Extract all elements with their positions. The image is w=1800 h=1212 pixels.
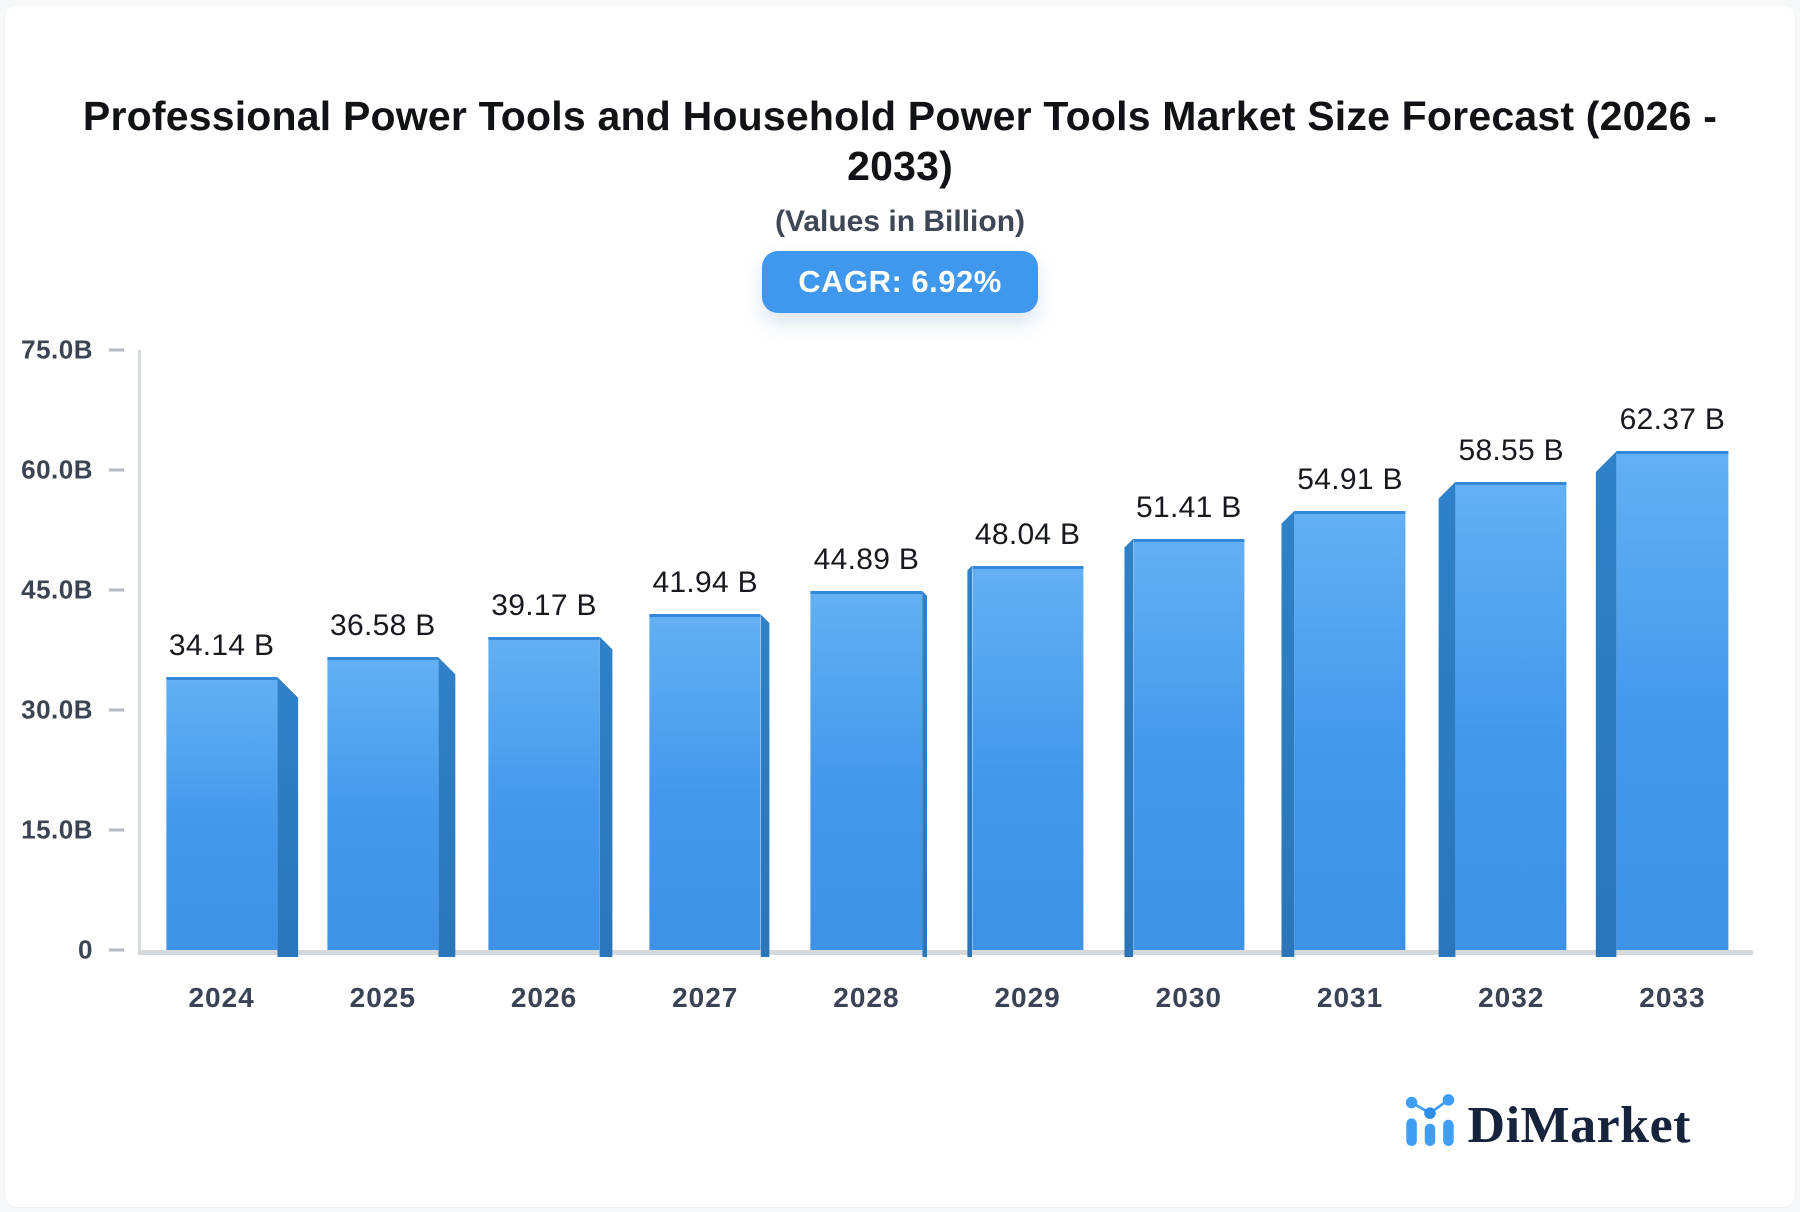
bar-2029[interactable] — [967, 565, 1084, 957]
x-axis-label-2032: 2032 — [1478, 982, 1545, 1013]
bar-2026[interactable] — [488, 636, 613, 957]
logo-wordmark: DiMarket — [1467, 1097, 1691, 1155]
x-axis-label-2030: 2030 — [1155, 982, 1222, 1013]
bar-slot-2032: 58.55 B 2032 — [1431, 350, 1592, 1013]
bar-2027[interactable] — [649, 614, 770, 957]
bar-2031[interactable] — [1281, 510, 1406, 957]
cagr-badge: CAGR: 6.92% — [762, 251, 1038, 314]
bar-value-label: 62.37 B — [1619, 403, 1726, 437]
bar-side-face — [922, 590, 928, 957]
bar-2030[interactable] — [1124, 538, 1245, 957]
bar-2032[interactable] — [1438, 481, 1568, 957]
y-tick-mark — [109, 708, 124, 712]
y-tick-label: 60.0B — [21, 454, 93, 485]
x-axis-label-2024: 2024 — [188, 982, 255, 1013]
bar-value-label: 44.89 B — [813, 542, 920, 576]
y-tick-label: 30.0B — [21, 694, 93, 725]
bar-value-label: 39.17 B — [491, 588, 597, 622]
y-axis-tick: 60.0B — [8, 455, 138, 486]
chart-subtitle: (Values in Billion) — [774, 205, 1026, 239]
plot-area: 34.14 B 2024 36.58 B 2025 39.17 B 2026 41.94 B… — [21, 335, 1753, 1013]
bar-value-label: 51.41 B — [1136, 490, 1242, 524]
bar-value-label: 41.94 B — [652, 566, 758, 600]
bar-slot-2033: 62.37 B 2033 — [1592, 350, 1753, 1013]
y-axis-tick: 45.0B — [8, 575, 138, 606]
y-axis-tick: 0 — [8, 935, 138, 966]
bar-value-label: 54.91 B — [1297, 462, 1403, 496]
y-tick-mark — [109, 948, 124, 952]
y-tick-mark — [109, 828, 124, 832]
bar-slot-2027: 41.94 B 2027 — [625, 350, 786, 1013]
bar-side-face — [277, 676, 299, 957]
bar-slot-2025: 36.58 B 2025 — [302, 350, 463, 1013]
bar-value-label: 48.04 B — [974, 517, 1081, 551]
y-tick-mark — [109, 348, 124, 352]
chart-title: Professional Power Tools and Household P… — [82, 93, 1718, 190]
bar-slot-2031: 54.91 B 2031 — [1269, 350, 1430, 1013]
bar-side-face — [1124, 538, 1134, 957]
bar-value-label: 58.55 B — [1458, 433, 1564, 467]
x-axis-label-2031: 2031 — [1316, 982, 1384, 1013]
x-axis-label-2026: 2026 — [510, 982, 578, 1013]
y-tick-label: 45.0B — [21, 574, 93, 605]
bar-2028[interactable] — [810, 590, 928, 957]
bar-slot-2030: 51.41 B 2030 — [1108, 350, 1269, 1013]
bar-value-label: 36.58 B — [330, 609, 436, 643]
badge-row: CAGR: 6.92% — [5, 251, 1795, 314]
bar-side-face — [1595, 451, 1617, 957]
bar-side-face — [1438, 481, 1456, 957]
x-axis-label-2027: 2027 — [672, 982, 739, 1013]
bar-slot-2024: 34.14 B 2024 — [141, 350, 302, 1013]
dimarket-logo: DiMarket — [1405, 1093, 1691, 1155]
bar-side-face — [438, 657, 456, 957]
chart-header: Professional Power Tools and Household P… — [5, 5, 1795, 314]
bar-side-face — [1281, 510, 1295, 957]
bar-2024[interactable] — [165, 676, 299, 957]
y-tick-mark — [109, 588, 124, 592]
bar-slot-2026: 39.17 B 2026 — [463, 350, 624, 1013]
y-axis-tick: 30.0B — [8, 695, 138, 726]
bar-side-face — [967, 565, 972, 957]
y-axis-tick: 75.0B — [8, 335, 138, 366]
y-tick-label: 15.0B — [21, 814, 93, 845]
x-axis-label-2025: 2025 — [349, 982, 416, 1013]
x-axis-label-2029: 2029 — [994, 982, 1061, 1013]
bar-slots: 34.14 B 2024 36.58 B 2025 39.17 B 2026 41.94 B… — [141, 350, 1753, 1013]
x-axis-label-2033: 2033 — [1639, 982, 1706, 1013]
y-tick-label: 0 — [78, 934, 93, 965]
bar-slot-2028: 44.89 B 2028 — [786, 350, 947, 1013]
y-axis-tick: 15.0B — [8, 815, 138, 846]
bar-2025[interactable] — [327, 657, 456, 957]
bar-side-face — [760, 614, 770, 957]
mini-bar-chart-icon — [1405, 1094, 1454, 1146]
y-tick-label: 75.0B — [21, 334, 93, 365]
x-axis-label-2028: 2028 — [833, 982, 900, 1013]
bar-value-label: 34.14 B — [168, 628, 275, 662]
bar-slot-2029: 48.04 B 2029 — [947, 350, 1108, 1013]
bar-side-face — [599, 636, 613, 957]
chart-card: Professional Power Tools and Household P… — [4, 4, 1796, 1208]
bar-2033[interactable] — [1595, 451, 1729, 957]
y-tick-mark — [109, 468, 124, 472]
